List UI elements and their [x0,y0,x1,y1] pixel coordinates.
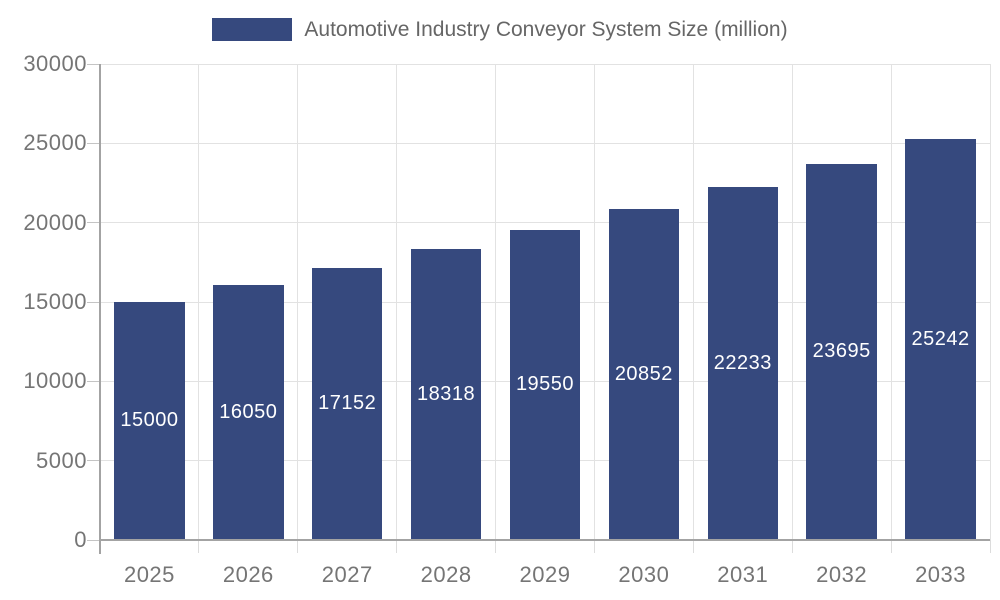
gridline-vertical [198,64,200,540]
bar-2028[interactable]: 18318 [410,249,482,539]
y-axis-tick-label: 5000 [36,447,87,473]
gridline-vertical [791,64,793,540]
legend-swatch [212,18,293,41]
y-axis-tick [87,63,100,65]
bar-2033[interactable]: 25242 [905,139,976,539]
bar-2026[interactable]: 16050 [213,285,284,539]
bar-value-label: 15000 [120,409,179,431]
x-axis-line [100,539,990,541]
gridline-vertical [989,64,991,540]
x-axis-tick-label: 2030 [618,562,670,587]
y-axis-tick [87,539,100,541]
bar-value-label: 20852 [614,362,673,385]
y-axis-tick-label: 10000 [23,368,87,394]
x-axis-tick [791,540,793,553]
x-axis-tick [297,540,299,553]
x-axis-tick-label: 2032 [816,562,868,587]
bar-2025[interactable]: 15000 [114,302,185,539]
gridline-horizontal [100,222,990,224]
x-axis-tick-label: 2029 [519,562,571,587]
x-axis-tick [593,540,595,553]
y-axis-tick-label: 15000 [23,289,87,314]
y-axis-tick [87,222,100,224]
y-axis-tick-label: 30000 [23,51,87,76]
y-axis-tick-label: 25000 [23,130,87,156]
bar-2030[interactable]: 20852 [608,209,680,539]
bar-value-label: 18318 [417,382,476,405]
chart-legend[interactable]: Automotive Industry Conveyor System Size… [0,18,1000,41]
x-axis-tick [989,540,991,553]
gridline-horizontal [100,63,990,65]
bar-2029[interactable]: 19550 [509,229,581,539]
x-axis-tick [692,540,694,553]
y-axis-tick [87,301,100,303]
bar-value-label: 23695 [812,340,871,362]
gridline-horizontal [100,142,990,144]
x-axis-tick-label: 2025 [123,562,175,587]
gridline-vertical [593,64,595,540]
x-axis-tick [198,540,200,553]
bar-value-label: 19550 [515,372,575,395]
y-axis-tick-label: 0 [74,527,87,552]
gridline-vertical [692,64,694,540]
bar-2031[interactable]: 22233 [707,187,779,539]
x-axis-tick-label: 2027 [321,562,373,587]
gridline-vertical [396,64,398,540]
x-axis-tick-label: 2033 [915,562,967,587]
x-axis-tick [890,540,892,553]
bar-2027[interactable]: 17152 [311,267,383,539]
x-axis-tick-label: 2028 [420,562,472,587]
y-axis-tick [87,142,100,144]
x-axis-tick-label: 2026 [222,562,274,587]
y-axis-tick-label: 20000 [23,209,87,235]
x-axis-tick [495,540,497,553]
bar-2032[interactable]: 23695 [806,164,877,539]
legend-label: Automotive Industry Conveyor System Size… [304,18,788,41]
bar-value-label: 17152 [318,391,377,414]
bar-value-label: 22233 [713,351,772,374]
y-axis-tick [87,460,100,462]
x-axis-tick-label: 2031 [717,562,769,587]
gridline-vertical [890,64,892,540]
gridline-vertical [297,64,299,540]
x-axis-tick [396,540,398,553]
bar-value-label: 25242 [911,327,970,350]
y-axis-tick [87,380,100,382]
y-axis-line [99,64,101,554]
gridline-vertical [495,64,497,540]
bar-value-label: 16050 [219,400,278,423]
